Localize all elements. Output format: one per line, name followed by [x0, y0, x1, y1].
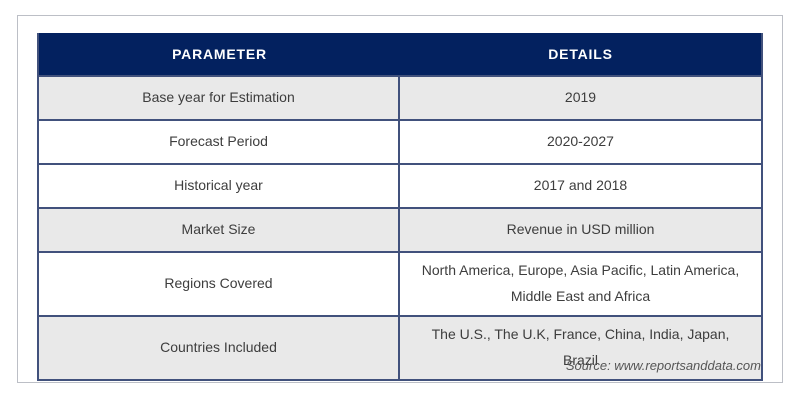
- cell-parameter: Forecast Period: [39, 121, 400, 163]
- cell-parameter: Countries Included: [39, 316, 400, 379]
- cell-parameter: Regions Covered: [39, 253, 400, 315]
- cell-details: 2019: [564, 89, 597, 106]
- header-cell-details: DETAILS: [548, 46, 613, 62]
- table-row: Regions Covered North America, Europe, A…: [39, 251, 761, 315]
- table-row: Market Size Revenue in USD million: [39, 207, 761, 251]
- header-cell-parameter: PARAMETER: [172, 46, 267, 62]
- table-row: Historical year 2017 and 2018: [39, 163, 761, 207]
- table-row: Countries Included The U.S., The U.K, Fr…: [39, 314, 761, 379]
- table-row: Forecast Period 2020-2027: [39, 119, 761, 163]
- parameters-table: PARAMETER DETAILS Base year for Estimati…: [37, 33, 763, 381]
- cell-details: Revenue in USD million: [506, 221, 655, 238]
- cell-details: 2017 and 2018: [533, 177, 628, 194]
- cell-parameter: Market Size: [39, 209, 400, 251]
- figure-card: PARAMETER DETAILS Base year for Estimati…: [17, 15, 783, 383]
- table-body: Base year for Estimation 2019 Forecast P…: [39, 75, 761, 379]
- cell-details: North America, Europe, Asia Pacific, Lat…: [421, 262, 740, 304]
- table-row: Base year for Estimation 2019: [39, 75, 761, 119]
- source-attribution: Source: www.reportsanddata.com: [565, 358, 761, 373]
- cell-details: The U.S., The U.K, France, China, India,…: [431, 325, 730, 368]
- table-header-row: PARAMETER DETAILS: [39, 33, 761, 75]
- cell-details: 2020-2027: [547, 133, 614, 150]
- cell-parameter: Base year for Estimation: [39, 77, 400, 119]
- cell-parameter: Historical year: [39, 165, 400, 207]
